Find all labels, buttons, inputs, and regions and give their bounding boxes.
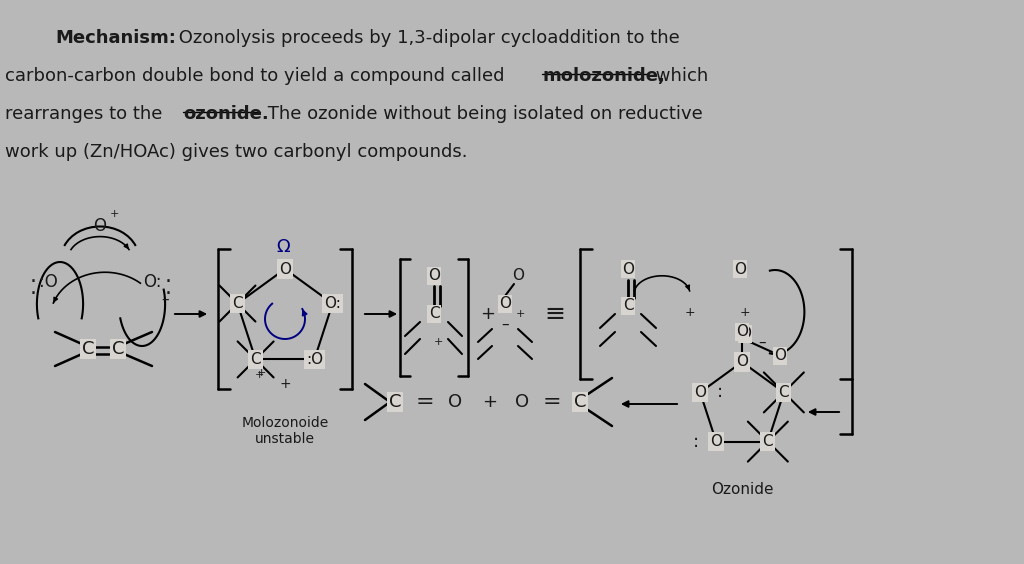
Text: The ozonide without being isolated on reductive: The ozonide without being isolated on re… bbox=[262, 105, 702, 123]
Text: O:: O: bbox=[325, 296, 341, 311]
Text: O: O bbox=[734, 262, 746, 276]
Text: O:: O: bbox=[142, 273, 161, 291]
Text: +: + bbox=[480, 305, 496, 323]
Text: O: O bbox=[512, 268, 524, 284]
Text: O: O bbox=[279, 262, 291, 276]
Text: +: + bbox=[257, 368, 266, 378]
Text: +: + bbox=[685, 306, 695, 319]
Text: Ozonide: Ozonide bbox=[711, 482, 773, 497]
Text: =: = bbox=[543, 392, 561, 412]
Text: O: O bbox=[736, 324, 748, 340]
Text: ≡: ≡ bbox=[545, 302, 565, 326]
Text: ·: · bbox=[165, 272, 171, 292]
Text: C: C bbox=[112, 340, 124, 358]
Text: O: O bbox=[710, 434, 722, 449]
Text: Mechanism:: Mechanism: bbox=[55, 29, 176, 47]
Text: carbon-carbon double bond to yield a compound called: carbon-carbon double bond to yield a com… bbox=[5, 67, 510, 85]
Text: C: C bbox=[623, 298, 633, 314]
Text: –: – bbox=[758, 334, 766, 350]
Text: C: C bbox=[429, 306, 439, 321]
Text: +: + bbox=[255, 371, 264, 381]
Text: O: O bbox=[774, 349, 786, 364]
Text: C: C bbox=[232, 296, 243, 311]
Text: O: O bbox=[428, 268, 440, 284]
Text: :: : bbox=[693, 433, 699, 451]
Text: +: + bbox=[482, 393, 498, 411]
Text: O: O bbox=[515, 393, 529, 411]
Text: :: : bbox=[717, 384, 723, 402]
Text: C: C bbox=[389, 393, 401, 411]
Text: +: + bbox=[515, 309, 524, 319]
Text: O: O bbox=[622, 262, 634, 276]
Text: Ω: Ω bbox=[276, 238, 290, 256]
Text: :O: :O bbox=[306, 352, 323, 367]
Text: O: O bbox=[694, 385, 707, 400]
Text: =: = bbox=[416, 392, 434, 412]
Text: O: O bbox=[736, 355, 748, 369]
Text: C: C bbox=[250, 352, 261, 367]
Text: +: + bbox=[280, 377, 291, 391]
Text: Ozonolysis proceeds by 1,3-dipolar cycloaddition to the: Ozonolysis proceeds by 1,3-dipolar cyclo… bbox=[173, 29, 680, 47]
Text: –: – bbox=[161, 292, 169, 306]
Text: C: C bbox=[82, 340, 94, 358]
Text: +: + bbox=[433, 337, 442, 347]
Text: which: which bbox=[650, 67, 709, 85]
Text: –: – bbox=[501, 316, 509, 332]
Text: ·: · bbox=[30, 284, 37, 304]
Text: ozonide.: ozonide. bbox=[183, 105, 268, 123]
Text: O: O bbox=[739, 327, 751, 341]
Text: ·: · bbox=[30, 272, 37, 292]
Text: C: C bbox=[573, 393, 587, 411]
Text: rearranges to the: rearranges to the bbox=[5, 105, 168, 123]
Text: ·: · bbox=[165, 284, 171, 304]
Text: O: O bbox=[499, 297, 511, 311]
Text: +: + bbox=[739, 306, 751, 319]
Text: :O: :O bbox=[39, 273, 57, 291]
Text: O: O bbox=[93, 217, 106, 235]
Text: Molozonoide
unstable: Molozonoide unstable bbox=[242, 416, 329, 446]
Text: C: C bbox=[778, 385, 790, 400]
Text: +: + bbox=[110, 209, 119, 219]
Text: work up (Zn/HOAc) gives two carbonyl compounds.: work up (Zn/HOAc) gives two carbonyl com… bbox=[5, 143, 468, 161]
Text: molozonide,: molozonide, bbox=[542, 67, 665, 85]
Text: O: O bbox=[447, 393, 462, 411]
Text: C: C bbox=[763, 434, 773, 449]
